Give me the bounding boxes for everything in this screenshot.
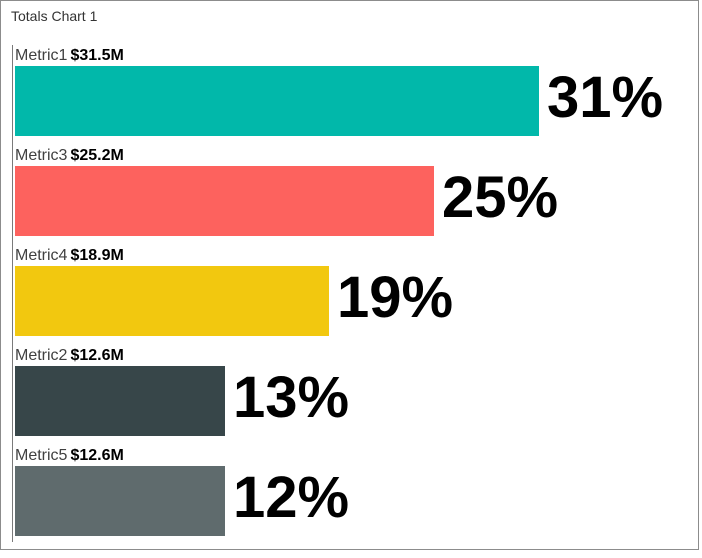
bar-track: 19%	[15, 266, 688, 336]
metric-value: $25.2M	[70, 147, 124, 164]
bar-group[interactable]: Metric5 $12.6M 12%	[15, 445, 688, 536]
bar[interactable]	[15, 366, 225, 436]
bar-label: Metric1 $31.5M	[15, 45, 688, 66]
percent-label: 19%	[337, 265, 454, 330]
percent-label: 13%	[233, 365, 350, 430]
metric-value: $12.6M	[70, 347, 124, 364]
metric-name: Metric4	[15, 247, 68, 264]
bar[interactable]	[15, 166, 434, 236]
bar-group[interactable]: Metric4 $18.9M 19%	[15, 245, 688, 336]
bar-track: 25%	[15, 166, 688, 236]
plot-area: Metric1 $31.5M 31% Metric3 $25.2M 25% Metr…	[12, 45, 688, 542]
bar-group[interactable]: Metric1 $31.5M 31%	[15, 45, 688, 136]
bar[interactable]	[15, 466, 225, 536]
bar-track: 13%	[15, 366, 688, 436]
metric-value: $12.6M	[70, 447, 124, 464]
bar-group[interactable]: Metric3 $25.2M 25%	[15, 145, 688, 236]
bar-label: Metric5 $12.6M	[15, 445, 688, 466]
metric-value: $18.9M	[70, 247, 124, 264]
percent-label: 12%	[233, 465, 350, 530]
chart-title: Totals Chart 1	[11, 8, 98, 24]
metric-name: Metric3	[15, 147, 68, 164]
bar-label: Metric3 $25.2M	[15, 145, 688, 166]
percent-label: 31%	[547, 65, 664, 130]
metric-name: Metric5	[15, 447, 68, 464]
bar-track: 31%	[15, 66, 688, 136]
metric-name: Metric1	[15, 47, 68, 64]
metric-name: Metric2	[15, 347, 68, 364]
bar-label: Metric2 $12.6M	[15, 345, 688, 366]
bar-label: Metric4 $18.9M	[15, 245, 688, 266]
percent-label: 25%	[442, 165, 559, 230]
bar-group[interactable]: Metric2 $12.6M 13%	[15, 345, 688, 436]
bar[interactable]	[15, 266, 329, 336]
bar[interactable]	[15, 66, 539, 136]
metric-value: $31.5M	[70, 47, 124, 64]
bar-track: 12%	[15, 466, 688, 536]
